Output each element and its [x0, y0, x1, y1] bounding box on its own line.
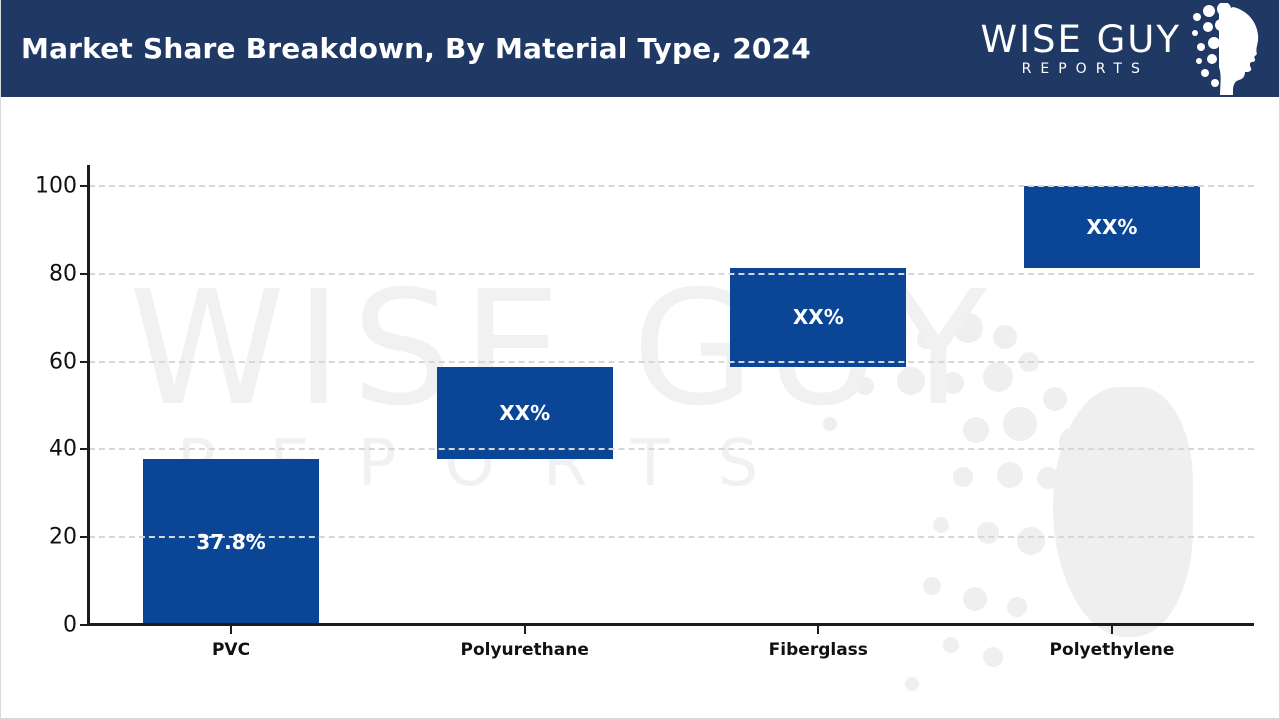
bar-polyurethane [436, 366, 613, 460]
bar-value-label: XX% [1086, 215, 1138, 240]
x-axis-line [87, 623, 1254, 626]
bar-polyethylene [1024, 186, 1200, 269]
watermark-dot [1043, 387, 1067, 411]
watermark-dot [1003, 407, 1037, 441]
page-title: Market Share Breakdown, By Material Type… [21, 32, 811, 65]
dotted-head-profile-icon [1187, 1, 1265, 95]
watermark-dot [1017, 527, 1045, 555]
watermark-dot [963, 587, 987, 611]
watermark-dot [897, 367, 925, 395]
x-tick-mark [1111, 626, 1113, 634]
bar-fiberglass [730, 268, 907, 367]
watermark-dot [1007, 597, 1027, 617]
watermark-dot [943, 637, 959, 653]
gridline [89, 272, 1254, 275]
x-tick-label: Polyurethane [460, 640, 589, 660]
watermark-dot [923, 577, 941, 595]
watermark-dot [823, 417, 837, 431]
watermark-dot [997, 462, 1023, 488]
chart-area: WISE GUY REPORTS 0 20 40 60 80 100 37.8% PVC XX%… [1, 97, 1279, 717]
watermark-dot [942, 372, 964, 394]
y-tick-label: 20 [49, 524, 77, 550]
gridline [89, 536, 1254, 539]
watermark-face-blob [1053, 387, 1193, 637]
gridline [89, 360, 1254, 363]
watermark-dot [933, 517, 949, 533]
x-tick-mark [817, 626, 820, 634]
watermark-dot [983, 362, 1013, 392]
watermark-dot [993, 325, 1017, 349]
header: Market Share Breakdown, By Material Type… [1, 0, 1279, 97]
watermark-dot [963, 417, 989, 443]
y-tick-label: 100 [35, 173, 77, 199]
y-tick-mark [80, 624, 88, 626]
y-tick-mark [80, 536, 88, 539]
gridline [89, 185, 1254, 187]
bar-value-label: XX% [792, 305, 844, 330]
brand-logo-text: WISE GUY REPORTS [981, 21, 1181, 76]
watermark-dot [905, 677, 919, 691]
x-tick-label: PVC [211, 640, 251, 660]
brand-logo: WISE GUY REPORTS [981, 1, 1265, 95]
watermark-dot [856, 377, 874, 395]
watermark-dot [953, 313, 983, 343]
watermark-dot [917, 329, 937, 349]
gridline [89, 448, 1254, 451]
bar-value-label: XX% [499, 400, 551, 425]
y-axis-line [87, 165, 90, 625]
x-tick-label: Polyethylene [1049, 640, 1175, 660]
y-tick-mark [80, 448, 88, 451]
y-tick-label: 60 [49, 349, 77, 375]
watermark-dot [977, 522, 999, 544]
x-tick-mark [230, 626, 232, 634]
bar-value-label: 37.8% [196, 530, 266, 555]
y-tick-label: 0 [63, 612, 77, 638]
brand-name: WISE GUY [980, 18, 1181, 61]
y-tick-mark [80, 185, 88, 187]
y-tick-mark [80, 360, 88, 363]
x-tick-label: Fiberglass [768, 640, 868, 660]
y-tick-label: 80 [49, 261, 77, 287]
bar-pvc [143, 459, 319, 625]
y-tick-mark [80, 272, 88, 275]
x-tick-mark [523, 626, 526, 634]
watermark-dot [983, 647, 1003, 667]
watermark-dot [953, 467, 973, 487]
brand-subname: REPORTS [1021, 61, 1149, 77]
y-tick-label: 40 [49, 436, 77, 462]
